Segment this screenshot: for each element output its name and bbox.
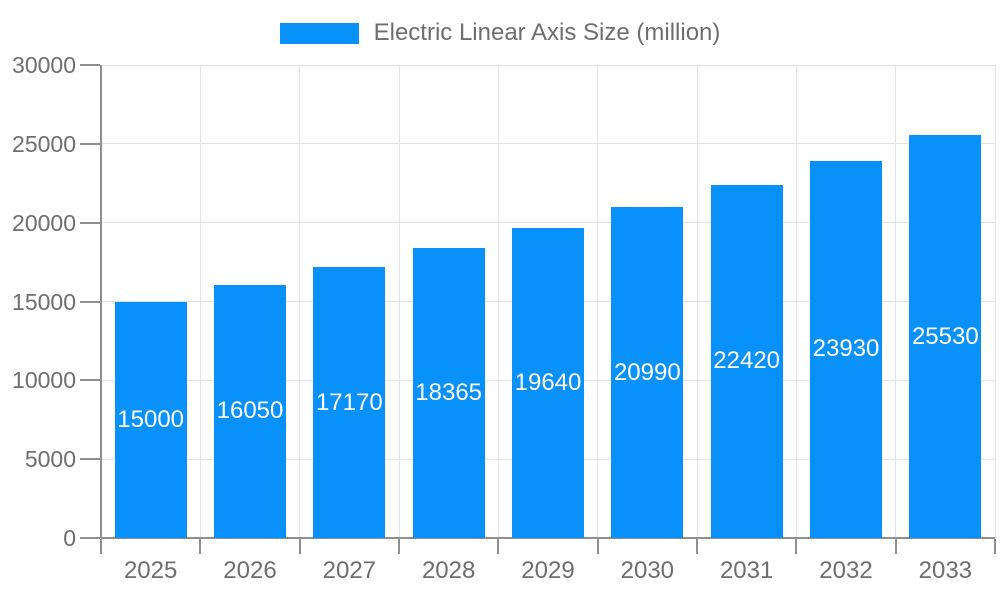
x-axis-tick [994,539,996,554]
y-axis-tick [80,221,100,224]
x-axis-tick [795,539,798,554]
x-grid-line [398,65,400,538]
x-grid-line [597,65,599,538]
y-tick-label-text: 15000 [12,288,76,315]
x-axis-tick [100,539,102,554]
x-axis-tick [497,539,500,554]
y-axis-tick [80,537,100,539]
plot-area: 15000 16050 17170 18365 19640 20990 22420 23930… [80,64,996,554]
bar-value-label: 25530 [911,322,979,350]
y-grid-line [101,143,995,145]
y-axis-tick [80,142,100,145]
x-tick-label: 2033 [918,557,973,584]
y-tick-label-text: 20000 [12,209,76,236]
y-grid-line [101,222,995,224]
legend-label: Electric Linear Axis Size (million) [373,19,721,46]
bar-value-label: 18365 [415,379,483,407]
bar[interactable]: 22420 [710,184,783,538]
x-tick-label: 2026 [223,557,277,584]
x-tick-label: 2029 [521,557,575,584]
x-tick-label: 2030 [620,557,675,584]
bar-value-label: 15000 [117,405,185,433]
x-tick-label: 2028 [421,557,476,584]
y-axis-tick [80,458,100,461]
y-tick-label-text: 5000 [24,446,76,473]
bar-value-label: 19640 [514,369,582,397]
y-tick-label-text: 25000 [12,130,76,157]
x-axis-line [101,537,995,539]
x-axis-tick [199,539,202,554]
x-axis-tick [398,539,400,554]
x-grid-line [199,65,201,538]
bar-value-label: 20990 [613,358,681,386]
y-tick-label-text: 30000 [12,52,76,78]
bar-value-label: 22420 [713,347,781,375]
bar-value-label: 17170 [315,388,383,416]
y-axis-tick [80,379,100,382]
x-axis-tick [894,539,897,554]
legend-swatch [279,22,359,44]
y-tick-label-text: 10000 [12,367,76,394]
x-grid-line [994,65,996,538]
chart-legend[interactable]: Electric Linear Axis Size (million) [0,18,1000,48]
bar[interactable]: 25530 [909,135,982,538]
x-grid-line [696,65,698,538]
bar-value-label: 23930 [812,335,880,363]
bar[interactable]: 16050 [214,284,286,538]
x-tick-label: 2031 [719,557,774,584]
x-tick-label: 2032 [819,557,873,584]
y-tick-label-text: 0 [63,525,76,551]
x-tick-label: 2027 [322,557,377,584]
bar-value-label: 16050 [216,397,284,425]
y-axis-line [100,65,102,538]
x-tick-label: 2025 [123,557,178,584]
bar[interactable]: 23930 [810,160,882,538]
y-grid-line [101,64,995,66]
x-grid-line [299,65,301,538]
bar[interactable]: 17170 [313,267,386,538]
bar[interactable]: 20990 [611,207,684,538]
y-axis-tick [80,64,100,66]
x-axis-tick [696,539,698,554]
bar[interactable]: 15000 [114,301,187,538]
bar[interactable]: 19640 [512,228,584,538]
y-axis-tick [80,300,100,303]
bar[interactable]: 18365 [412,248,485,538]
x-grid-line [895,65,897,538]
x-grid-line [795,65,797,538]
x-axis-tick [596,539,599,554]
x-grid-line [497,65,499,538]
x-axis-tick [298,539,301,554]
